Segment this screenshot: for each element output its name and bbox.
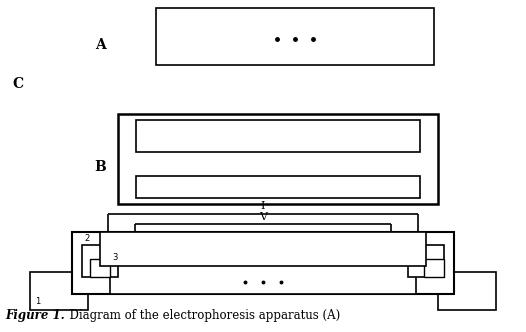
Bar (156, 8, 434, 65)
Bar (110, 264, 416, 294)
Text: V: V (259, 212, 267, 222)
Text: 1: 1 (35, 297, 41, 306)
Text: B: B (94, 160, 106, 174)
Text: Figure 1.: Figure 1. (5, 309, 65, 322)
Bar (424, 259, 444, 277)
Bar (72, 232, 454, 294)
Bar (30, 272, 88, 310)
Text: A: A (95, 38, 105, 52)
Bar (90, 259, 110, 277)
Text: I: I (261, 201, 265, 211)
Bar (136, 176, 420, 198)
Text: C: C (13, 77, 24, 91)
Bar (438, 272, 496, 310)
Text: 3: 3 (113, 253, 118, 262)
Bar (136, 120, 420, 152)
Bar (100, 232, 426, 266)
Bar (408, 245, 444, 277)
Bar (118, 114, 438, 204)
Text: Diagram of the electrophoresis apparatus (A): Diagram of the electrophoresis apparatus… (62, 309, 340, 322)
Text: 2: 2 (84, 234, 89, 243)
Bar (82, 245, 118, 277)
